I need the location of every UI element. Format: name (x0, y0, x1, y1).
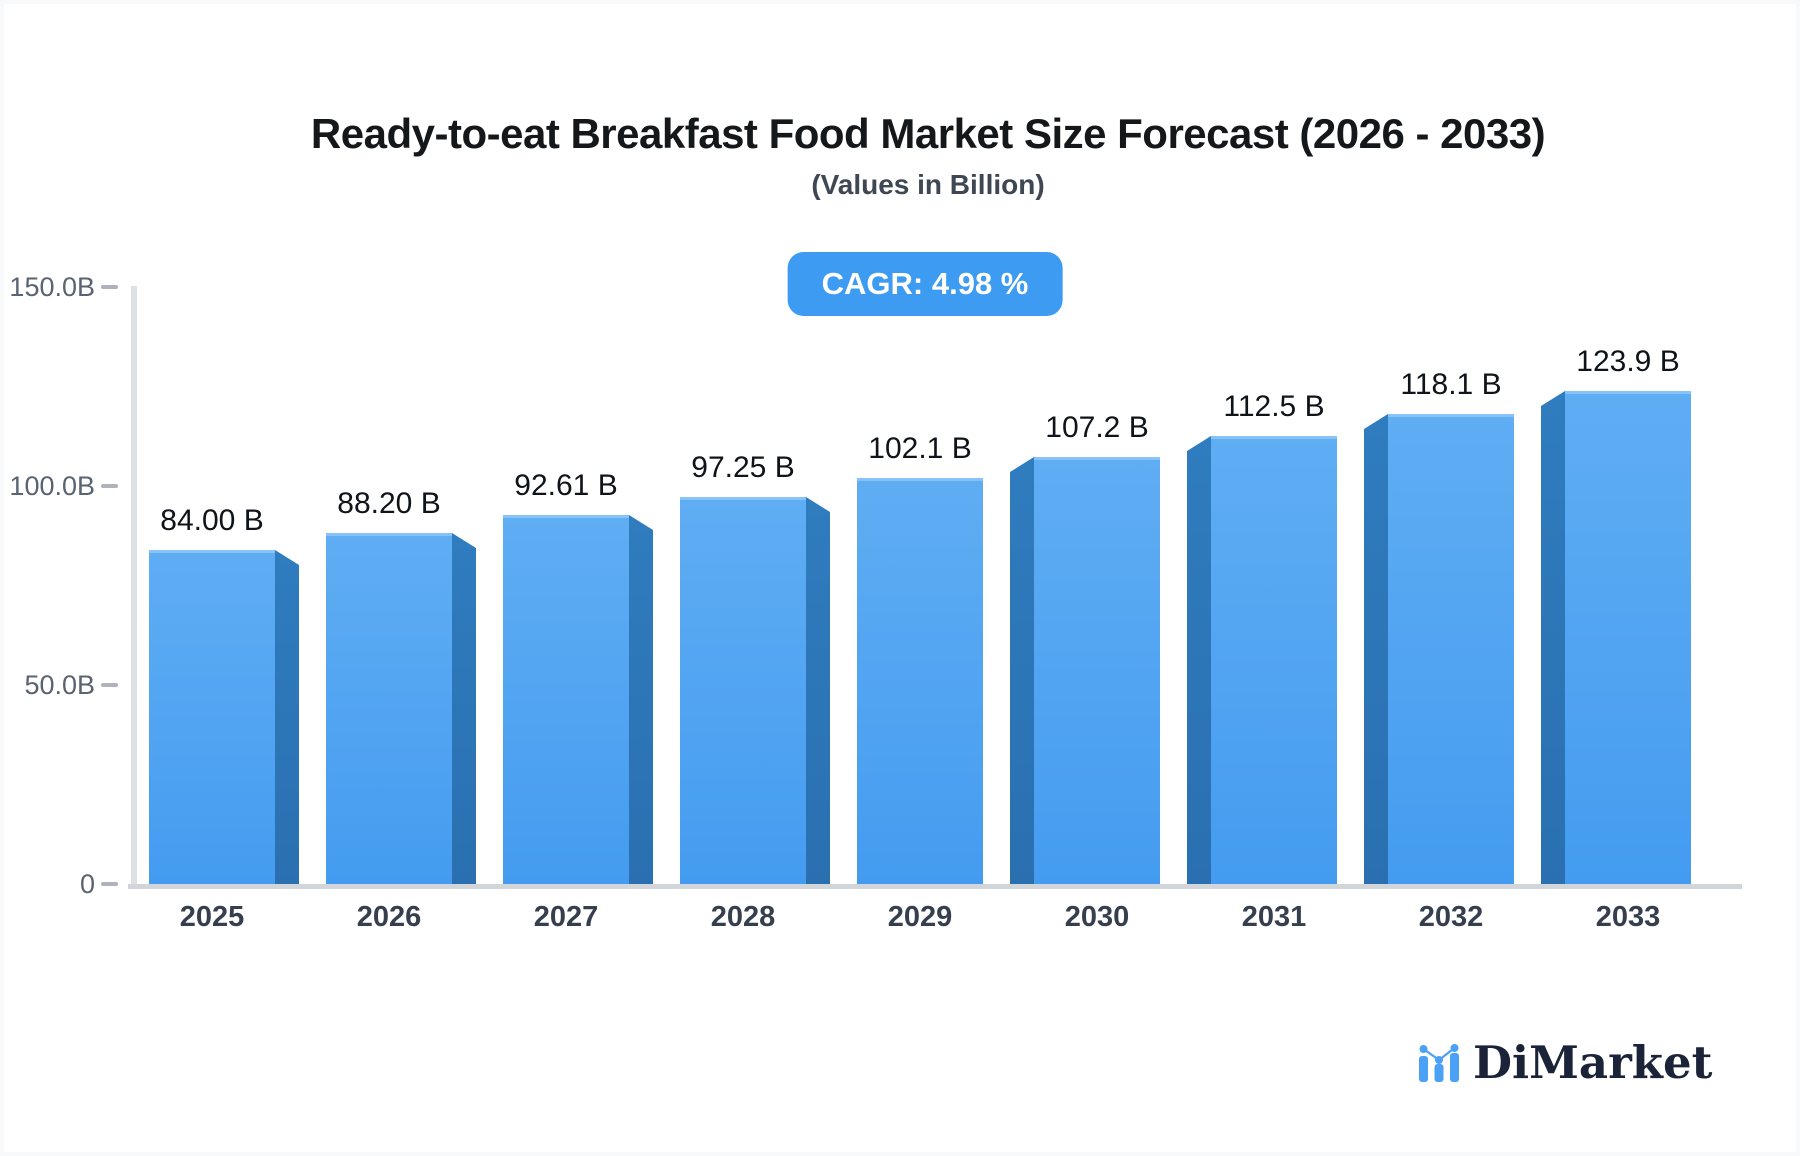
bar-value-label: 92.61 B (514, 469, 618, 502)
bar-value-label: 102.1 B (868, 432, 972, 465)
bar-2032 (1388, 414, 1514, 884)
x-axis-label: 2032 (1418, 901, 1484, 933)
x-axis-label: 2027 (533, 901, 599, 933)
bar-side-2031 (1187, 436, 1211, 884)
brand-logo: DiMarket (1418, 1040, 1712, 1086)
bar-side-2032 (1364, 414, 1388, 884)
bar-value-label: 88.20 B (337, 487, 441, 520)
bar-value-label: 118.1 B (1400, 368, 1502, 401)
bar-side-2028 (806, 497, 830, 884)
brand-name: DiMarket (1473, 1036, 1713, 1089)
x-axis-label: 2026 (356, 901, 422, 933)
x-axis-label: 2029 (887, 901, 953, 933)
bar-value-label: 123.9 B (1576, 345, 1680, 378)
y-axis-tick-mark (101, 683, 118, 687)
bar-2028 (680, 497, 806, 884)
bar-value-label: 97.25 B (691, 451, 795, 484)
bar-2029 (857, 478, 983, 884)
bar-value-label: 112.5 B (1223, 390, 1325, 423)
bar-2026 (326, 533, 452, 884)
y-axis-tick-mark (101, 882, 118, 886)
bar-side-2030 (1010, 457, 1034, 884)
bar-chart-dots-logo-icon (1419, 1044, 1459, 1082)
x-axis-label: 2033 (1595, 901, 1661, 933)
y-axis-tick-label: 100.0B (9, 471, 95, 501)
x-axis-line (128, 884, 1742, 889)
bar-value-label: 107.2 B (1045, 411, 1149, 444)
y-axis-tick-label: 50.0B (24, 670, 95, 700)
bar-side-2025 (275, 550, 299, 884)
y-axis-line (131, 286, 137, 885)
y-axis-tick-mark (101, 484, 118, 488)
cagr-badge: CAGR: 4.98 % (787, 252, 1063, 316)
y-axis-tick-mark (101, 285, 118, 289)
bar-2025 (149, 550, 275, 884)
bar-side-2027 (629, 515, 653, 884)
x-axis-label: 2031 (1241, 901, 1307, 933)
y-axis-tick-label: 0 (79, 869, 95, 899)
bar-2031 (1211, 436, 1337, 884)
chart-subtitle: (Values in Billion) (811, 169, 1045, 200)
bar-value-label: 84.00 B (160, 504, 264, 537)
x-axis-label: 2030 (1064, 901, 1130, 933)
bar-2027 (503, 515, 629, 884)
y-axis-tick-label: 150.0B (9, 272, 95, 302)
chart-title: Ready-to-eat Breakfast Food Market Size … (310, 110, 1546, 157)
bar-2033 (1565, 391, 1691, 884)
bar-side-2033 (1541, 391, 1565, 884)
x-axis-label: 2028 (710, 901, 776, 933)
x-axis-label: 2025 (179, 901, 245, 933)
bar-2030 (1034, 457, 1160, 884)
bar-side-2026 (452, 533, 476, 884)
